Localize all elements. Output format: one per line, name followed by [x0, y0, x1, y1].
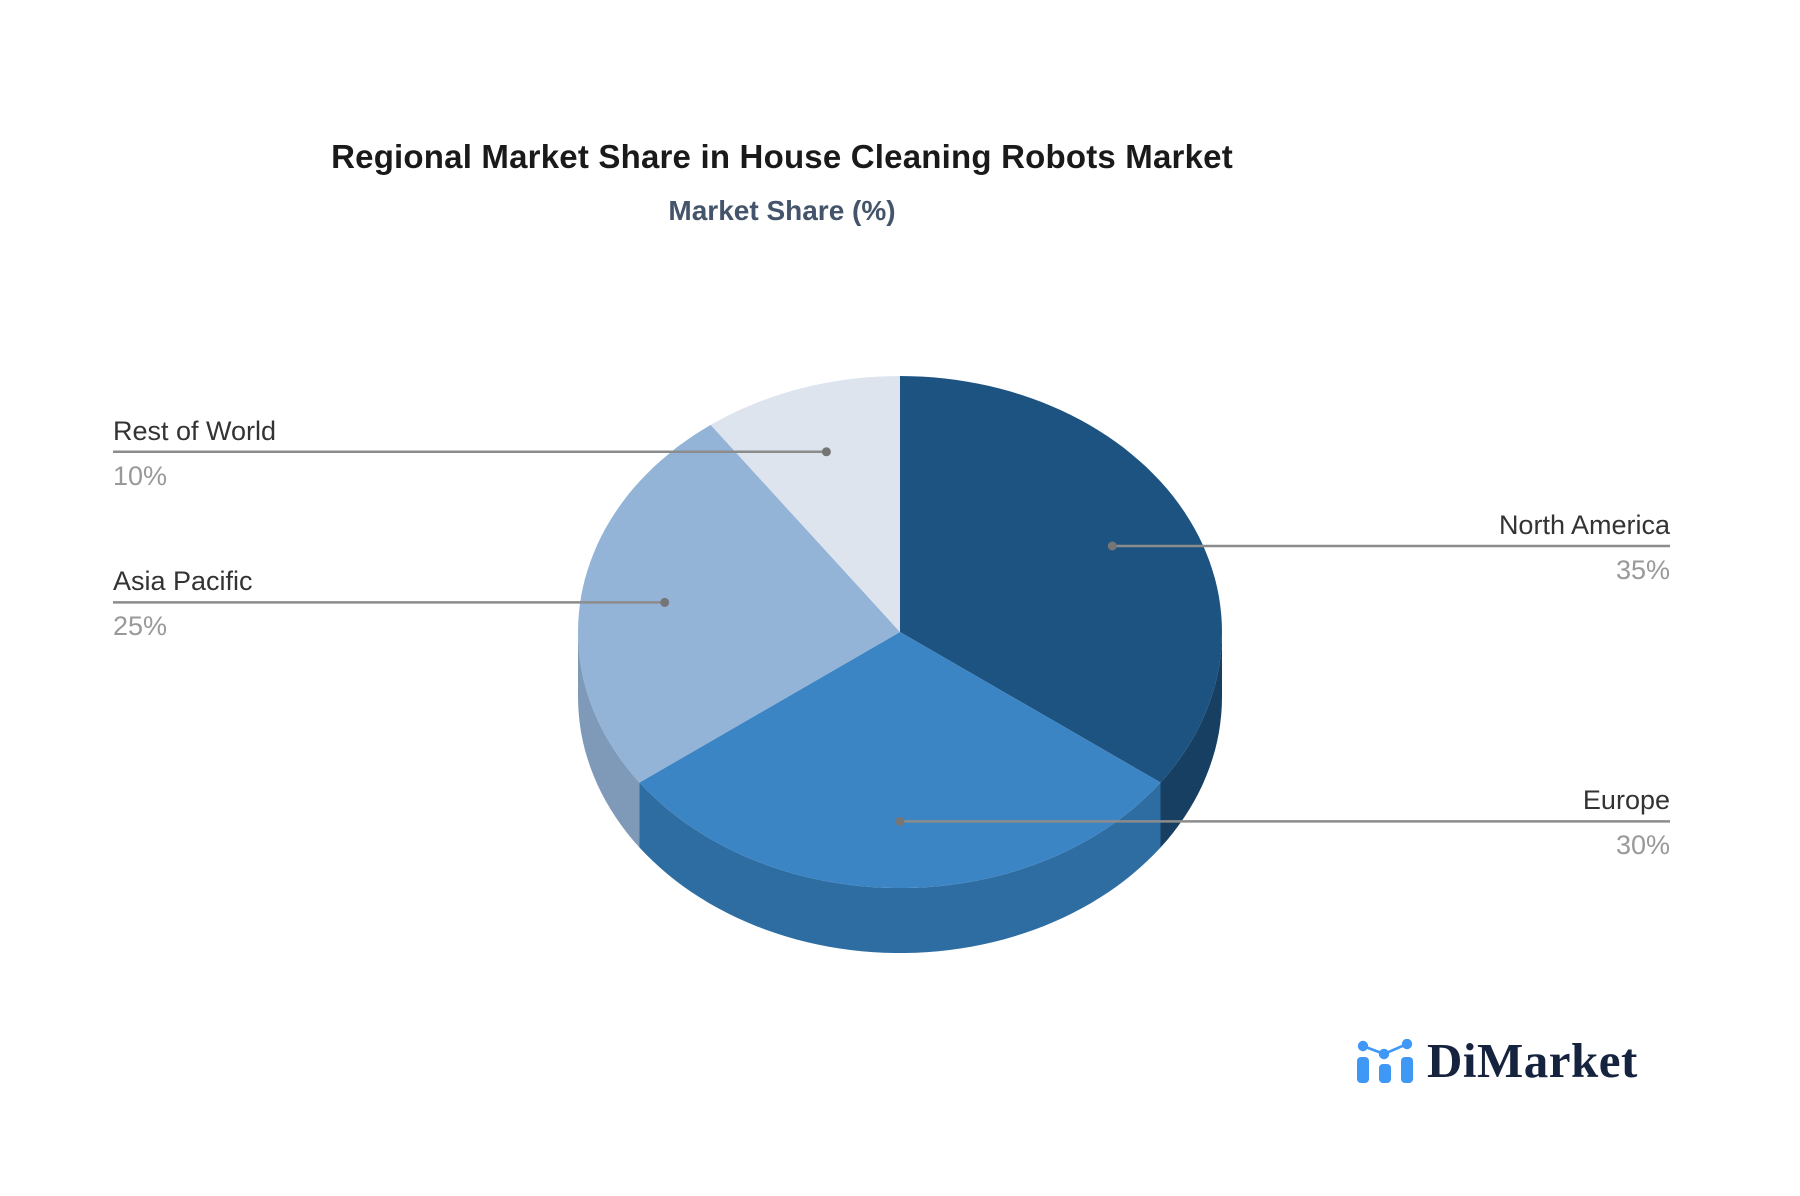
label-dot-north-america — [1107, 541, 1117, 551]
pie-slice-asia-pacific[interactable] — [578, 424, 900, 783]
pie-slice-rest-of-world[interactable] — [710, 376, 900, 632]
label-europe-pct: 30% — [1615, 830, 1670, 861]
chart-title: Regional Market Share in House Cleaning … — [331, 138, 1233, 175]
dimarket-logo: DiMarket — [1356, 1033, 1638, 1088]
label-rest-of-world-name: Rest of World — [113, 415, 277, 446]
pie-depth-europe — [639, 782, 1161, 953]
label-north-america-pct: 35% — [1615, 554, 1670, 585]
label-dot-asia-pacific — [660, 597, 670, 607]
label-asia-pacific-pct: 25% — [113, 611, 168, 642]
pie-slice-north-america[interactable] — [900, 376, 1222, 783]
pie-depth-asia-pacific — [578, 632, 640, 848]
label-rest-of-world-pct: 10% — [113, 460, 168, 491]
chart-subtitle: Market Share (%) — [668, 195, 896, 226]
pie-slice-europe[interactable] — [639, 632, 1161, 888]
dimarket-logo-icon — [1357, 1039, 1413, 1084]
label-dot-europe — [895, 816, 905, 826]
label-north-america-name: North America — [1498, 509, 1670, 540]
label-dot-rest-of-world — [821, 447, 831, 457]
label-asia-pacific-name: Asia Pacific — [113, 566, 253, 597]
pie-depth-north-america — [1160, 632, 1222, 848]
label-europe-name: Europe — [1582, 785, 1670, 816]
dimarket-logo-text: DiMarket — [1427, 1033, 1638, 1088]
